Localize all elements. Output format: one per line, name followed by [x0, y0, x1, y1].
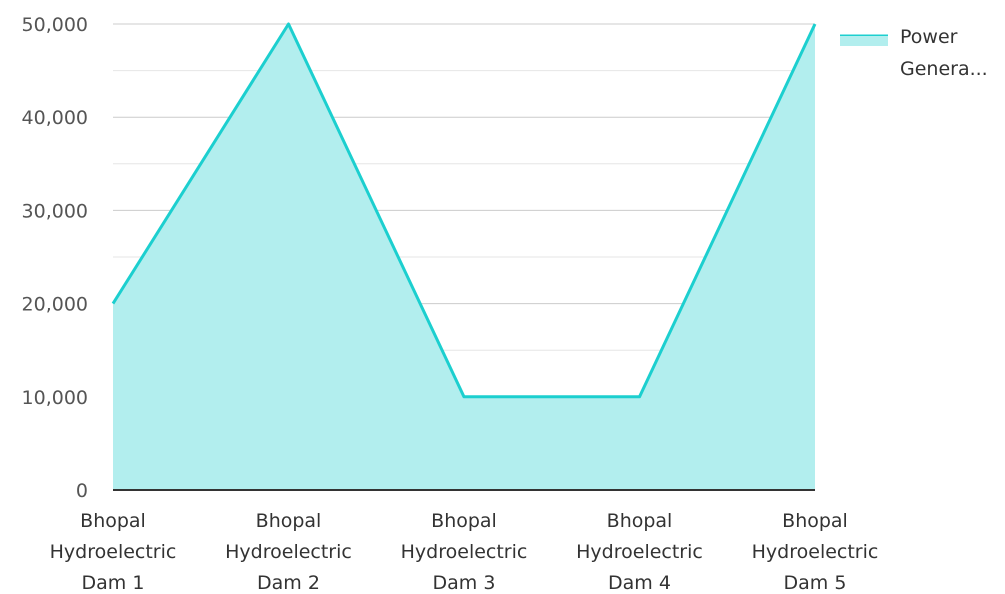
y-axis-tick-labels: 0 10,000 20,000 30,000 40,000 50,000 [22, 14, 88, 502]
x-category-label-line: Bhopal [431, 510, 497, 532]
legend: Power Genera... [840, 26, 988, 80]
x-axis-category-labels: Bhopal Hydroelectric Dam 1 Bhopal Hydroelect… [50, 510, 879, 594]
x-category-label: Bhopal Hydroelectric Dam 5 [752, 510, 879, 594]
x-category-label-line: Bhopal [607, 510, 673, 532]
y-tick-label: 10,000 [22, 387, 88, 409]
y-tick-label: 20,000 [22, 294, 88, 316]
x-category-label: Bhopal Hydroelectric Dam 2 [225, 510, 352, 594]
y-tick-label: 50,000 [22, 14, 88, 36]
y-tick-label: 30,000 [22, 200, 88, 222]
x-category-label-line: Dam 2 [257, 572, 320, 594]
x-category-label: Bhopal Hydroelectric Dam 4 [576, 510, 703, 594]
legend-fill-swatch [840, 36, 888, 46]
x-category-label-line: Dam 3 [433, 572, 496, 594]
x-category-label-line: Bhopal [256, 510, 322, 532]
y-tick-label: 0 [76, 480, 88, 502]
x-category-label-line: Dam 1 [82, 572, 145, 594]
x-category-label: Bhopal Hydroelectric Dam 1 [50, 510, 177, 594]
x-category-label-line: Hydroelectric [50, 541, 177, 563]
series-line [111, 22, 817, 399]
x-category-label: Bhopal Hydroelectric Dam 3 [401, 510, 528, 594]
x-category-label-line: Dam 4 [608, 572, 671, 594]
x-category-label-line: Hydroelectric [401, 541, 528, 563]
x-category-label-line: Bhopal [782, 510, 848, 532]
x-category-label-line: Bhopal [80, 510, 146, 532]
y-tick-label: 40,000 [22, 107, 88, 129]
legend-label-line-2: Genera... [900, 58, 988, 80]
series-area-fill [113, 24, 815, 490]
legend-label-line-1: Power [900, 26, 958, 48]
x-category-label-line: Dam 5 [784, 572, 847, 594]
x-category-label-line: Hydroelectric [225, 541, 352, 563]
x-category-label-line: Hydroelectric [576, 541, 703, 563]
x-category-label-line: Hydroelectric [752, 541, 879, 563]
